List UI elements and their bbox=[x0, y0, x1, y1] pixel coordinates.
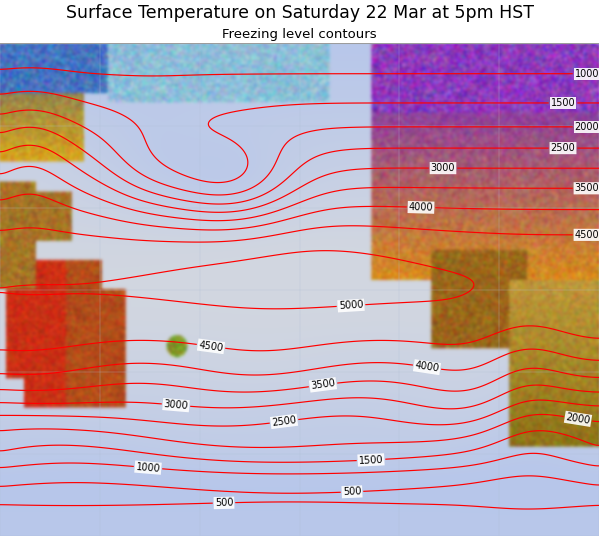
Text: Freezing level contours: Freezing level contours bbox=[222, 28, 377, 41]
Text: 500: 500 bbox=[214, 497, 234, 508]
Text: 4500: 4500 bbox=[198, 340, 224, 353]
Text: Surface Temperature on Saturday 22 Mar at 5pm HST: Surface Temperature on Saturday 22 Mar a… bbox=[65, 4, 534, 22]
Text: 1000: 1000 bbox=[135, 461, 161, 474]
Text: 3000: 3000 bbox=[164, 399, 189, 411]
Text: 1500: 1500 bbox=[358, 455, 383, 465]
Text: 2000: 2000 bbox=[565, 412, 591, 426]
Text: 2500: 2500 bbox=[271, 415, 297, 428]
Text: 2000: 2000 bbox=[574, 122, 599, 132]
Text: 1500: 1500 bbox=[550, 98, 575, 108]
Text: 4500: 4500 bbox=[574, 230, 599, 240]
Text: 4000: 4000 bbox=[409, 202, 434, 213]
Text: 5000: 5000 bbox=[338, 300, 364, 311]
Text: 3500: 3500 bbox=[574, 183, 599, 193]
Text: 500: 500 bbox=[343, 487, 361, 497]
Text: 1000: 1000 bbox=[575, 69, 599, 79]
Text: 3500: 3500 bbox=[310, 378, 336, 391]
Text: 3000: 3000 bbox=[431, 163, 455, 173]
Text: 2500: 2500 bbox=[550, 143, 576, 153]
Text: 4000: 4000 bbox=[414, 360, 440, 374]
